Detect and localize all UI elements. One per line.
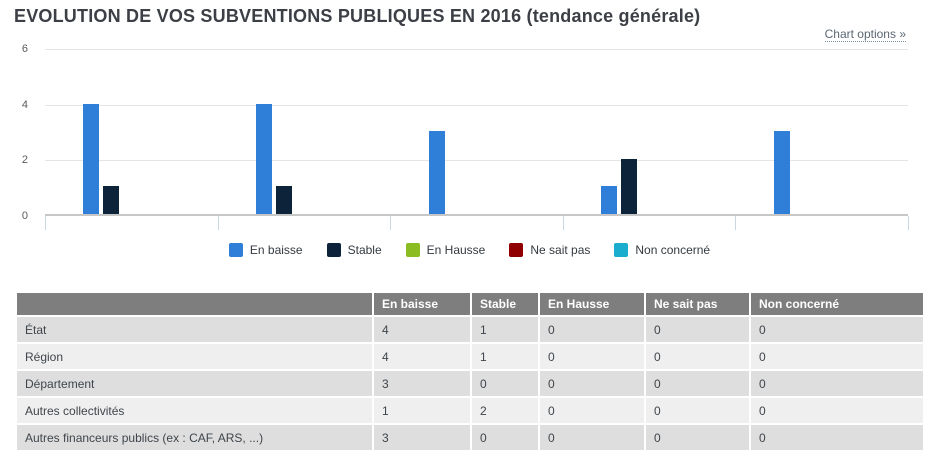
row-label-cell: Autres financeurs publics (ex : CAF, ARS… — [17, 425, 372, 450]
table-row: Département 3 0 0 0 0 — [17, 371, 923, 396]
y-axis-labels: 0 2 4 6 — [0, 43, 34, 222]
legend-label: Ne sait pas — [530, 243, 591, 257]
legend-label: En baisse — [249, 243, 303, 257]
legend-label: Stable — [347, 243, 382, 257]
value-cell: 2 — [472, 398, 538, 423]
table-row: État 4 1 0 0 0 — [17, 317, 923, 342]
value-cell: 0 — [540, 317, 644, 342]
table-row: Autres financeurs publics (ex : CAF, ARS… — [17, 425, 923, 450]
x-axis-tick — [735, 216, 736, 230]
table-header-cell — [17, 293, 372, 315]
legend-swatch-icon — [614, 243, 629, 257]
value-cell: 0 — [540, 344, 644, 369]
x-axis-tick — [390, 216, 391, 230]
bar[interactable] — [103, 186, 119, 214]
value-cell: 0 — [751, 371, 923, 396]
plot-area — [45, 49, 909, 230]
x-axis-tick — [908, 216, 909, 230]
legend-swatch-icon — [509, 243, 524, 257]
y-axis-tick-label: 0 — [21, 210, 28, 222]
row-label-cell: Autres collectivités — [17, 398, 372, 423]
value-cell: 0 — [646, 425, 749, 450]
value-cell: 0 — [540, 398, 644, 423]
value-cell: 0 — [751, 398, 923, 423]
table-header-cell: En baisse — [374, 293, 470, 315]
bar[interactable] — [774, 131, 790, 214]
table-header-cell: Ne sait pas — [646, 293, 749, 315]
value-cell: 3 — [374, 425, 470, 450]
y-axis-tick-label: 2 — [21, 154, 28, 167]
legend-item[interactable]: Non concerné — [614, 243, 710, 257]
value-cell: 0 — [472, 371, 538, 396]
legend-label: Non concerné — [635, 243, 711, 257]
chart-legend: En baisse Stable En Hausse Ne sait pas Non c… — [0, 243, 939, 257]
legend-item[interactable]: Ne sait pas — [509, 243, 590, 257]
chart-options-link[interactable]: Chart options » — [824, 27, 906, 42]
value-cell: 0 — [540, 425, 644, 450]
row-label-cell: État — [17, 317, 372, 342]
y-axis-tick-label: 6 — [21, 43, 28, 55]
value-cell: 1 — [472, 344, 538, 369]
value-cell: 0 — [540, 371, 644, 396]
table-header-cell: En Hausse — [540, 293, 644, 315]
legend-item[interactable]: En baisse — [228, 243, 303, 257]
value-cell: 0 — [646, 344, 749, 369]
value-cell: 1 — [374, 398, 470, 423]
value-cell: 0 — [751, 317, 923, 342]
legend-swatch-icon — [405, 243, 420, 257]
gridline — [45, 105, 908, 106]
table-row: Autres collectivités 1 2 0 0 0 — [17, 398, 923, 423]
bar[interactable] — [429, 131, 445, 214]
row-label-cell: Département — [17, 371, 372, 396]
results-table: En baisse Stable En Hausse Ne sait pas Non c… — [15, 291, 925, 452]
value-cell: 4 — [374, 344, 470, 369]
gridline — [45, 160, 908, 161]
x-axis-tick — [563, 216, 564, 230]
table-row: Région 4 1 0 0 0 — [17, 344, 923, 369]
table-header-row: En baisse Stable En Hausse Ne sait pas Non c… — [17, 293, 923, 315]
value-cell: 0 — [646, 371, 749, 396]
value-cell: 0 — [646, 317, 749, 342]
legend-swatch-icon — [326, 243, 341, 257]
value-cell: 0 — [646, 398, 749, 423]
value-cell: 0 — [472, 425, 538, 450]
legend-swatch-icon — [228, 243, 243, 257]
bar[interactable] — [83, 104, 99, 214]
table-header-cell: Stable — [472, 293, 538, 315]
y-axis-tick-label: 4 — [21, 98, 28, 111]
legend-label: En Hausse — [426, 243, 486, 257]
table-header-cell: Non concerné — [751, 293, 923, 315]
value-cell: 3 — [374, 371, 470, 396]
gridline — [45, 49, 908, 50]
x-axis-tick — [45, 216, 46, 230]
chart: 0 2 4 6 — [0, 43, 939, 244]
value-cell: 1 — [472, 317, 538, 342]
value-cell: 4 — [374, 317, 470, 342]
legend-item[interactable]: En Hausse — [405, 243, 486, 257]
bar[interactable] — [276, 186, 292, 214]
page-title: EVOLUTION DE VOS SUBVENTIONS PUBLIQUES E… — [14, 6, 701, 26]
value-cell: 0 — [751, 425, 923, 450]
table-body: État 4 1 0 0 0 Région 4 1 0 0 0 Département 3 0 0 0 0 Autr… — [17, 317, 923, 450]
bar[interactable] — [601, 186, 617, 214]
value-cell: 0 — [751, 344, 923, 369]
bar[interactable] — [621, 159, 637, 214]
row-label-cell: Région — [17, 344, 372, 369]
x-axis-tick — [218, 216, 219, 230]
legend-item[interactable]: Stable — [326, 243, 382, 257]
bar[interactable] — [256, 104, 272, 214]
x-axis-line — [45, 214, 908, 216]
